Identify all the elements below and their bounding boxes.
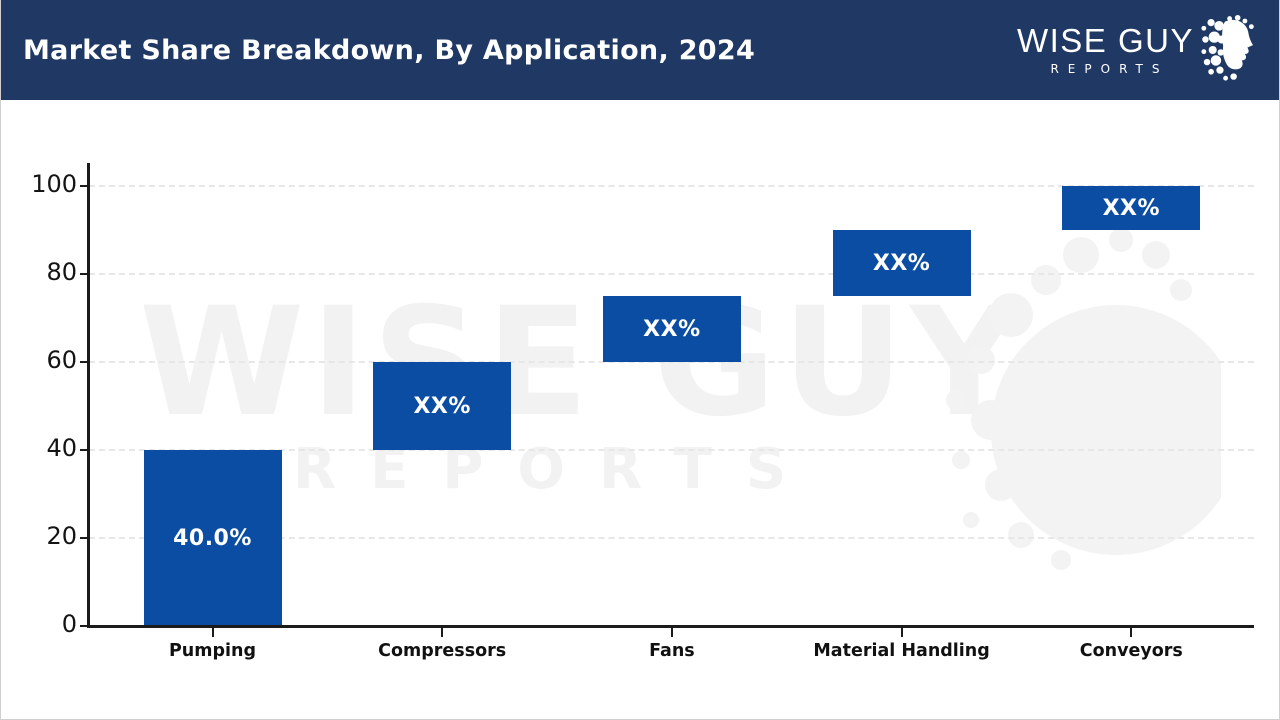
page-title: Market Share Breakdown, By Application, … <box>23 34 756 66</box>
x-tick-3 <box>900 628 903 637</box>
watermark-wordmark: WISE GUY <box>139 276 1025 450</box>
y-tick-label-0: 0 <box>61 610 77 638</box>
watermark-face-icon <box>946 228 1221 570</box>
x-label-0: Pumping <box>168 641 257 661</box>
x-tick-2 <box>670 628 673 637</box>
logo-wordmark: WISE GUY REPORTS <box>1017 24 1194 76</box>
y-tick-40 <box>80 449 89 451</box>
x-axis <box>87 625 1254 628</box>
y-tick-label-60: 60 <box>46 346 77 374</box>
y-tick-60 <box>80 361 89 363</box>
y-tick-label-40: 40 <box>46 434 77 462</box>
logo-wordmark-line2: REPORTS <box>1050 61 1169 76</box>
bar-value-label: XX% <box>643 316 701 342</box>
gridline-20 <box>89 537 1254 539</box>
x-label-1: Compressors <box>378 641 507 661</box>
gridline-60 <box>89 361 1254 363</box>
gridline-80 <box>89 273 1254 275</box>
header: Market Share Breakdown, By Application, … <box>1 0 1279 100</box>
brand-logo: WISE GUY REPORTS <box>1017 10 1257 90</box>
y-axis <box>87 163 90 628</box>
bar-compressors: XX% <box>373 362 512 450</box>
x-tick-0 <box>211 628 214 637</box>
bar-value-label: 40.0% <box>173 525 252 551</box>
x-label-4: Conveyors <box>1079 641 1183 661</box>
x-label-2: Fans <box>649 641 695 661</box>
y-tick-80 <box>80 273 89 275</box>
bar-value-label: XX% <box>413 393 471 419</box>
x-label-3: Material Handling <box>813 641 990 661</box>
bar-material-handling: XX% <box>832 230 971 296</box>
bar-conveyors: XX% <box>1062 186 1201 230</box>
bar-pumping: 40.0% <box>143 450 282 626</box>
y-tick-label-100: 100 <box>31 170 77 198</box>
y-tick-label-20: 20 <box>46 522 77 550</box>
gridline-40 <box>89 449 1254 451</box>
logo-face-icon <box>1201 14 1254 81</box>
bar-fans: XX% <box>602 296 741 362</box>
x-tick-4 <box>1130 628 1133 637</box>
y-tick-20 <box>80 537 89 539</box>
y-tick-label-80: 80 <box>46 258 77 286</box>
y-tick-0 <box>80 625 89 627</box>
logo-wordmark-line1: WISE GUY <box>1016 22 1194 60</box>
bar-value-label: XX% <box>872 250 931 276</box>
bar-value-label: XX% <box>1102 195 1161 221</box>
y-tick-100 <box>80 185 89 187</box>
gridline-100 <box>89 185 1254 187</box>
x-tick-1 <box>441 628 444 637</box>
